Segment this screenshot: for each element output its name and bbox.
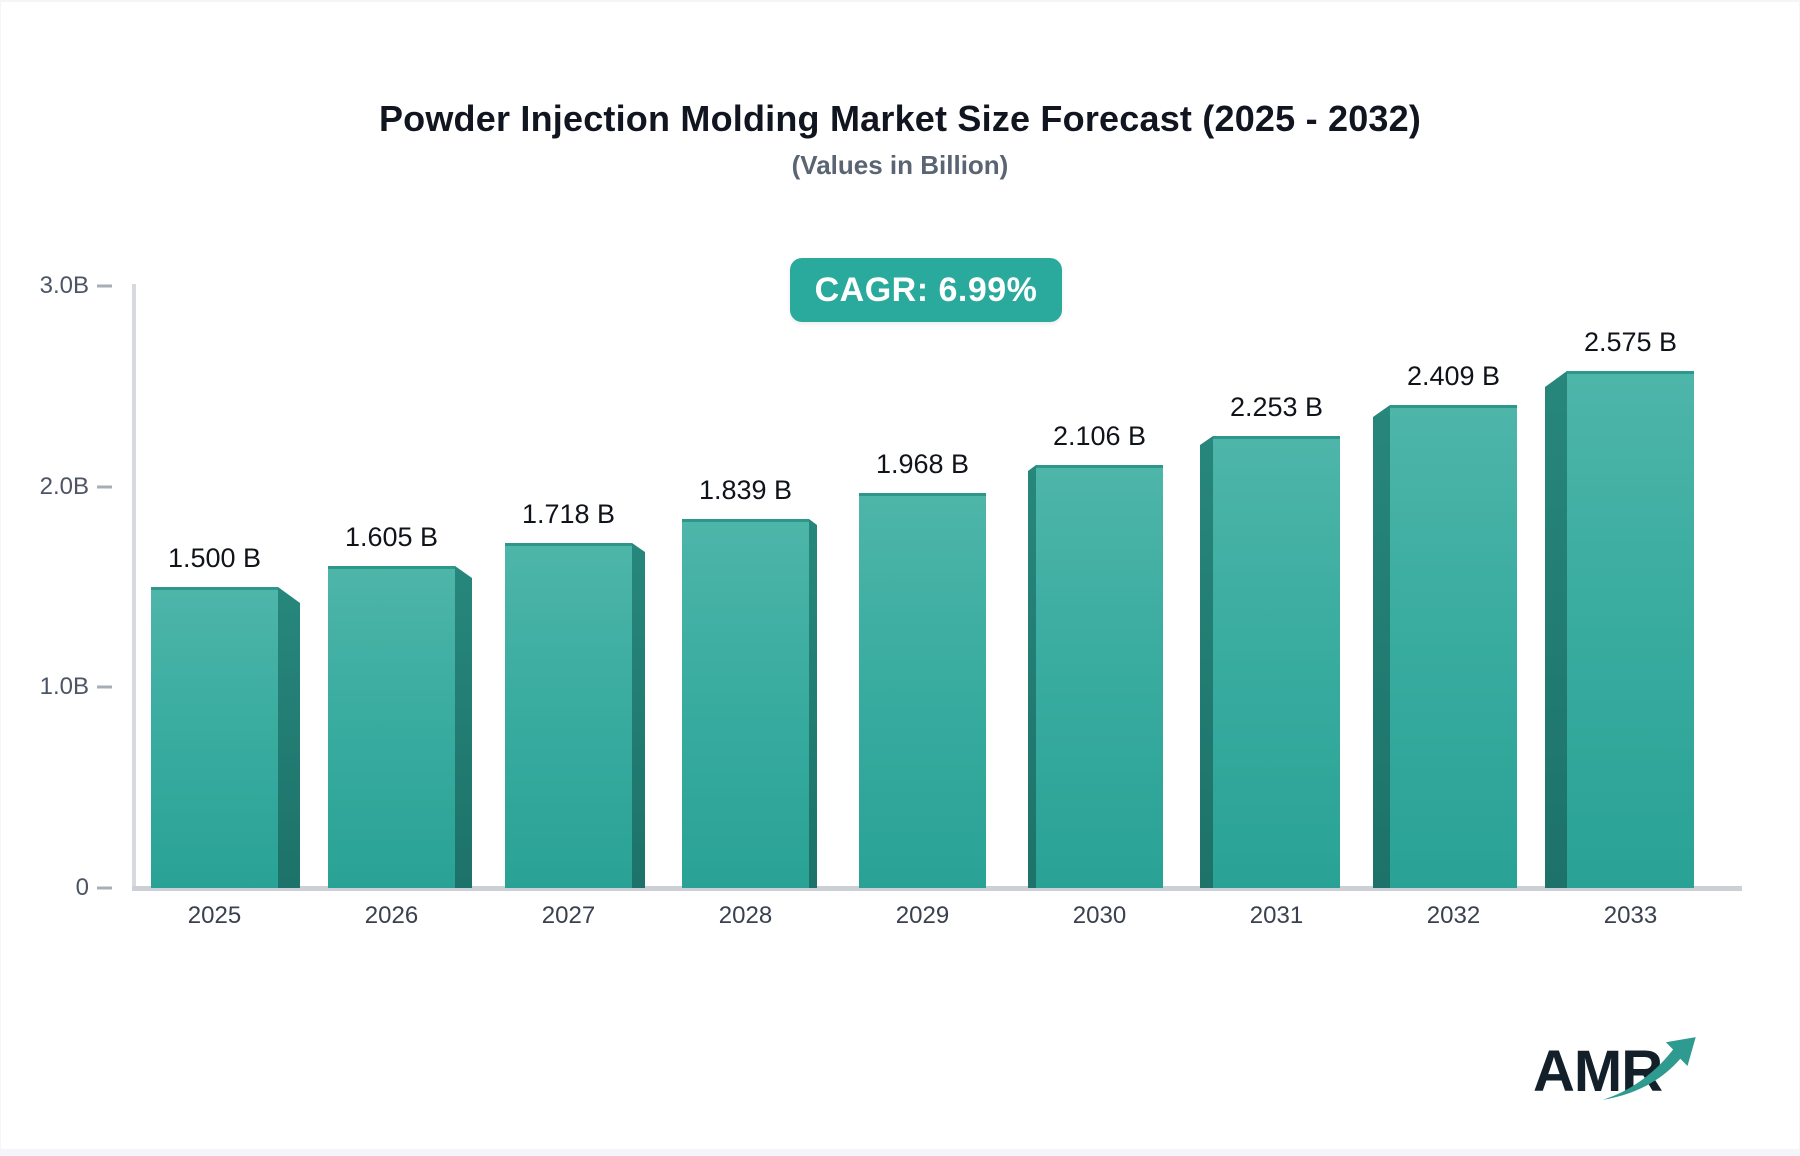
x-axis-label-2032: 2032: [1426, 902, 1481, 929]
bar-2032: [1390, 405, 1517, 888]
y-axis-line: [132, 284, 136, 888]
y-axis-tick-mark: [97, 485, 112, 489]
x-axis-label-2026: 2026: [364, 902, 419, 929]
amr-logo-text: AMR: [1533, 1039, 1663, 1104]
cagr-badge-label: CAGR: 6.99%: [814, 270, 1038, 309]
bar-side-face-2030: [1028, 465, 1036, 888]
x-axis-label-2029: 2029: [895, 902, 950, 929]
bar-value-label-2031: 2.253 B: [1229, 392, 1324, 422]
x-axis-label-2028: 2028: [718, 902, 773, 929]
y-axis-tick-label: 1.0B: [39, 673, 89, 701]
bar-side-face-2031: [1200, 436, 1213, 888]
y-axis-tick-label: 3.0B: [39, 271, 89, 299]
bar-side-face-2032: [1373, 405, 1390, 888]
amr-logo: AMR: [1533, 1037, 1733, 1118]
bar-value-label-2032: 2.409 B: [1406, 361, 1501, 391]
bar-value-label-2025: 1.500 B: [167, 543, 262, 573]
x-axis-label-2030: 2030: [1072, 902, 1127, 929]
bar-value-label-2033: 2.575 B: [1583, 327, 1678, 357]
bar-value-label-2029: 1.968 B: [875, 449, 970, 479]
bar-2028: [682, 519, 809, 888]
bar-side-face-2028: [809, 519, 817, 888]
x-axis-baseline: [132, 886, 1742, 891]
bar-value-label-2026: 1.605 B: [344, 522, 439, 552]
growth-arrow-icon: [1602, 1037, 1696, 1100]
cagr-badge: CAGR: 6.99%: [790, 258, 1062, 322]
bar-2025: [151, 587, 278, 888]
x-axis-label-2027: 2027: [541, 902, 596, 929]
y-axis-tick-label: 0: [75, 874, 89, 901]
bar-side-face-2027: [632, 543, 645, 888]
y-axis-tick-mark: [97, 886, 112, 890]
bar-value-label-2030: 2.106 B: [1052, 421, 1147, 451]
bar-side-face-2025: [278, 587, 300, 888]
x-axis-label-2033: 2033: [1603, 902, 1658, 929]
bar-value-label-2028: 1.839 B: [698, 475, 793, 505]
bar-side-face-2033: [1545, 371, 1567, 888]
bar-2033: [1567, 371, 1694, 888]
y-axis-tick-mark: [97, 284, 112, 288]
x-axis-label-2031: 2031: [1249, 902, 1304, 929]
chart-subtitle: (Values in Billion): [791, 150, 1009, 180]
bar-value-label-2027: 1.718 B: [521, 499, 616, 529]
bar-2030: [1036, 465, 1163, 888]
bar-side-face-2026: [455, 566, 472, 888]
x-axis-label-2025: 2025: [187, 902, 242, 929]
chart-title: Powder Injection Molding Market Size For…: [378, 98, 1422, 139]
bar-2026: [328, 566, 455, 888]
bar-2031: [1213, 436, 1340, 888]
bar-2027: [505, 543, 632, 888]
bar-2029: [859, 493, 986, 888]
y-axis-tick-mark: [97, 685, 112, 689]
y-axis-tick-label: 2.0B: [39, 472, 89, 500]
